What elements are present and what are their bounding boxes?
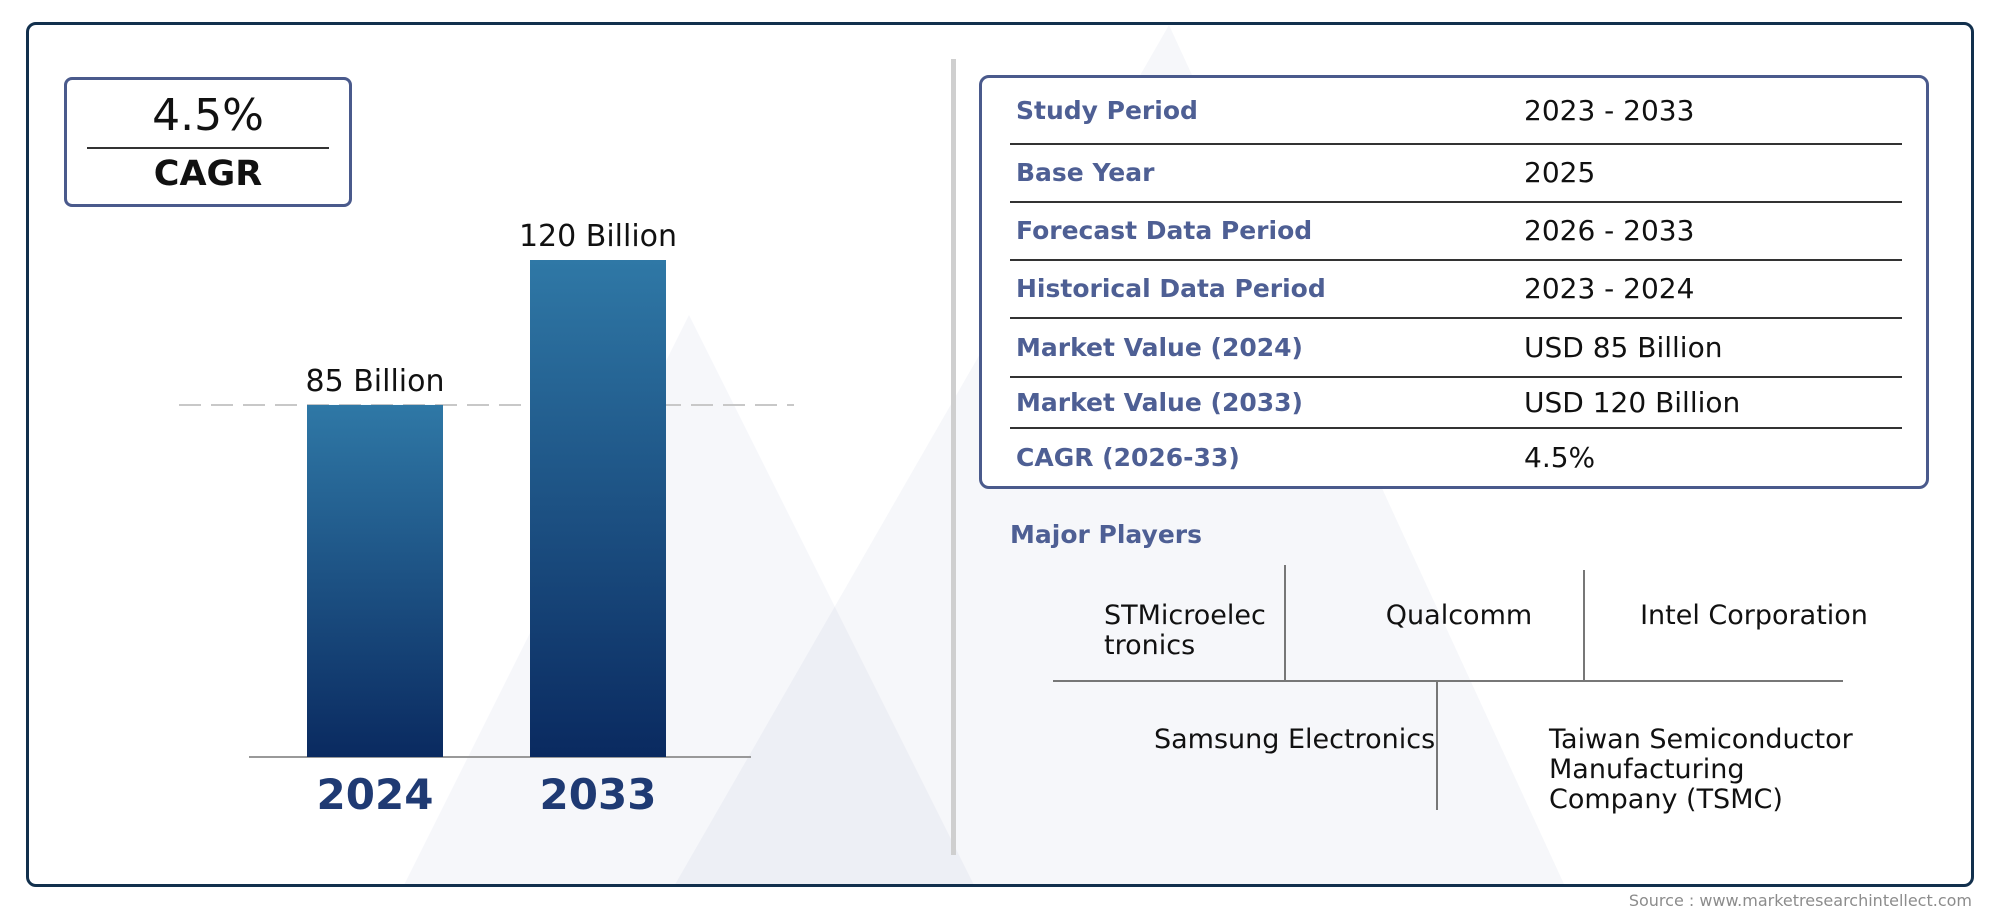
source-credit: Source : www.marketresearchintellect.com [1628,891,1972,910]
info-row: Forecast Data Period 2026 - 2033 [1010,203,1902,261]
info-row: CAGR (2026-33) 4.5% [1010,429,1902,489]
bar-2024 [307,404,443,757]
info-row-divider [1010,201,1902,203]
info-row: Base Year 2025 [1010,145,1902,203]
info-row-value: USD 85 Billion [1524,330,1723,364]
major-players-heading: Major Players [1010,520,1202,549]
player-name: Samsung Electronics [1154,724,1436,755]
player-name: Intel Corporation [1640,600,1868,631]
infographic-frame: 4.5% CAGR 85 Billion 2024 120 Billion 2033 … [26,22,1974,887]
cagr-box: 4.5% CAGR [64,77,352,207]
x-tick-label: 2024 [317,770,434,819]
info-row: Market Value (2024) USD 85 Billion [1010,319,1902,378]
info-row-value: USD 120 Billion [1524,385,1741,419]
info-row-key: Study Period [1016,95,1198,125]
player-name: Qualcomm [1385,600,1533,631]
cagr-label: CAGR [153,154,263,194]
player-name: STMicroelec tronics [1104,600,1266,661]
info-row-key: Market Value (2024) [1016,332,1303,362]
info-row-key: Market Value (2033) [1016,387,1303,417]
info-row-divider [1010,317,1902,319]
bar-chart: 85 Billion 2024 120 Billion 2033 [179,219,794,819]
bar-value-label: 120 Billion [519,219,677,254]
info-row-value: 2023 - 2024 [1524,272,1695,305]
players-grid-line [1053,680,1843,682]
info-row: Market Value (2033) USD 120 Billion [1010,378,1902,429]
info-row-key: Base Year [1016,158,1155,187]
players-grid-line [1436,682,1438,810]
players-grid-line [1583,570,1585,680]
bar-2033 [530,260,666,757]
info-row-value: 2023 - 2033 [1524,93,1695,127]
market-info-table: Study Period 2023 - 2033 Base Year 2025 Fore… [979,75,1929,489]
info-row-divider [1010,259,1902,261]
info-row-value: 2026 - 2033 [1524,214,1695,247]
info-row-divider [1010,376,1902,378]
info-row-divider [1010,427,1902,429]
section-divider [951,59,956,855]
info-row: Historical Data Period 2023 - 2024 [1010,261,1902,319]
players-grid-line [1284,565,1286,680]
cagr-divider [87,147,329,149]
info-row-divider [1010,143,1902,145]
info-row-key: CAGR (2026-33) [1016,443,1240,472]
bar-value-label: 85 Billion [306,364,445,399]
cagr-value: 4.5% [152,90,264,141]
info-row-key: Historical Data Period [1016,274,1326,303]
player-name: Taiwan Semiconductor Manufacturing Compa… [1549,724,1853,815]
info-row-value: 4.5% [1524,441,1596,474]
x-tick-label: 2033 [540,770,657,819]
info-row-key: Forecast Data Period [1016,216,1313,245]
info-row-value: 2025 [1524,156,1596,189]
info-row: Study Period 2023 - 2033 [1010,78,1902,145]
